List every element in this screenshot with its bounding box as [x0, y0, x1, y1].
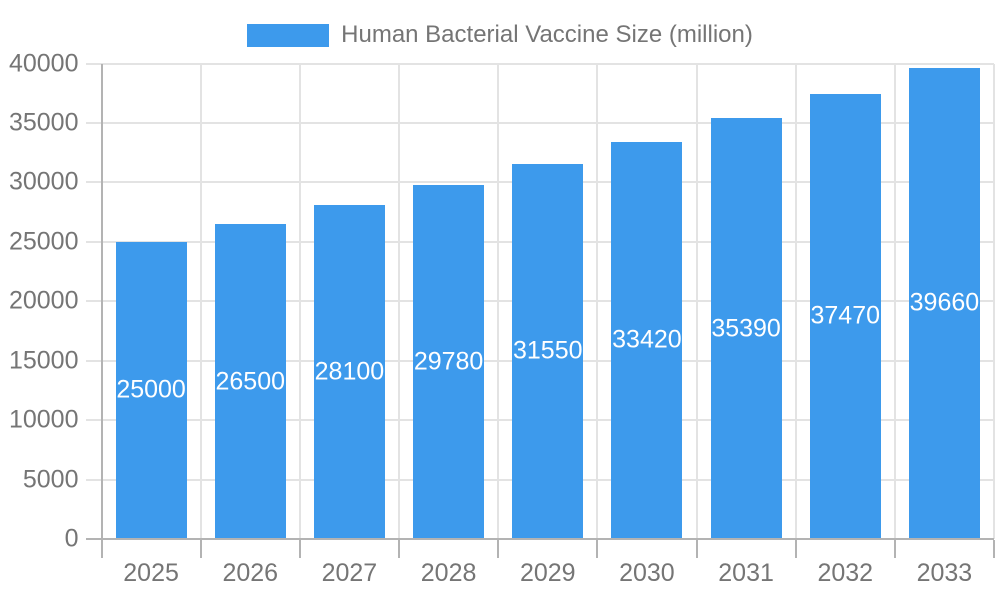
- bar-2032[interactable]: [809, 93, 881, 539]
- y-gridline: [85, 121, 994, 124]
- v-gridline: [596, 63, 599, 539]
- x-axis-label: 2031: [718, 559, 774, 587]
- v-gridline: [695, 63, 698, 539]
- legend-item[interactable]: Human Bacterial Vaccine Size (million): [247, 21, 753, 49]
- y-axis-label: 30000: [8, 167, 79, 196]
- legend: Human Bacterial Vaccine Size (million): [0, 21, 1000, 49]
- y-axis-label: 25000: [8, 227, 79, 256]
- x-axis-label: 2032: [817, 559, 874, 587]
- bar-2028[interactable]: [413, 185, 485, 539]
- x-axis-tick: [993, 540, 995, 558]
- legend-label: Human Bacterial Vaccine Size (million): [341, 21, 753, 48]
- bar-2027[interactable]: [313, 204, 385, 539]
- bar-2026[interactable]: [214, 223, 286, 539]
- bar-2033[interactable]: [908, 67, 980, 539]
- legend-swatch-icon: [247, 23, 330, 47]
- x-axis-label: 2028: [420, 559, 477, 587]
- x-axis-tick: [497, 540, 500, 558]
- x-axis-tick: [596, 540, 599, 558]
- x-axis-tick: [398, 540, 400, 558]
- x-axis-tick: [100, 540, 103, 558]
- v-gridline: [398, 63, 400, 539]
- v-gridline: [199, 63, 202, 539]
- x-axis-label: 2026: [222, 559, 279, 587]
- y-axis-label: 0: [64, 524, 79, 553]
- x-axis-line: [85, 538, 994, 540]
- x-axis-label: 2029: [519, 559, 576, 587]
- x-axis-label: 2030: [619, 559, 675, 587]
- x-axis-tick: [298, 540, 301, 558]
- v-gridline: [298, 63, 301, 539]
- x-axis-tick: [794, 540, 797, 558]
- y-axis-label: 10000: [8, 405, 79, 434]
- x-axis-label: 2027: [321, 559, 378, 587]
- plot-area: 0 5000 10000 15000 20000 25000 30000 35000 40000…: [9, 51, 995, 586]
- x-axis-label: 2025: [123, 559, 179, 587]
- v-gridline: [993, 63, 995, 539]
- x-axis-tick: [695, 540, 698, 558]
- y-gridline: [85, 62, 994, 65]
- bar-2029[interactable]: [512, 163, 584, 539]
- y-axis-label: 5000: [22, 465, 79, 494]
- v-gridline: [893, 63, 896, 539]
- y-axis-label: 20000: [8, 286, 79, 315]
- x-axis-tick: [199, 540, 202, 558]
- y-axis-label: 40000: [8, 49, 79, 77]
- y-axis-label: 15000: [8, 346, 79, 375]
- x-axis-label: 2033: [916, 559, 973, 587]
- y-axis-label: 35000: [8, 108, 79, 137]
- bar-2031[interactable]: [710, 118, 782, 539]
- v-gridline: [497, 63, 500, 539]
- v-gridline: [794, 63, 797, 539]
- x-axis-tick: [893, 540, 896, 558]
- bar-2030[interactable]: [611, 141, 683, 539]
- bar-2025[interactable]: [115, 241, 187, 539]
- y-axis-line: [100, 63, 103, 541]
